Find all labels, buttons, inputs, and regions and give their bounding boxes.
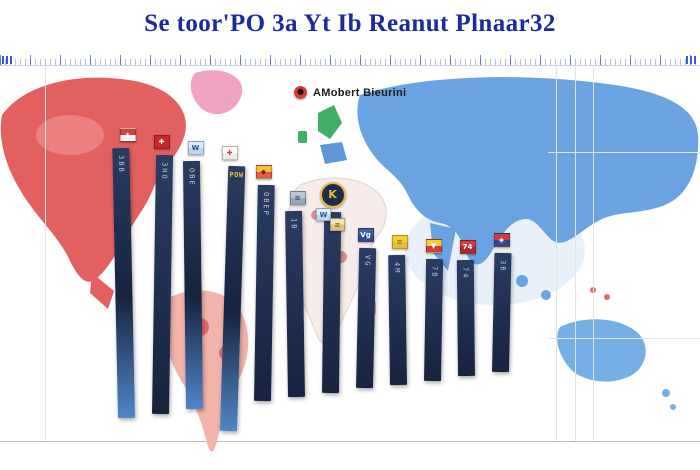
africa-patch [326, 301, 334, 309]
logo-icon [294, 86, 307, 99]
axis-ruler [0, 53, 700, 66]
se-asia-island [495, 260, 509, 274]
world-map [0, 70, 699, 452]
title-bar: Se toor'PO 3a Yt Ib Reanut Plnaar32 [0, 0, 700, 48]
se-asia-island [516, 275, 528, 287]
uk [298, 131, 307, 143]
gridline [593, 65, 594, 441]
continent-south-america [162, 290, 249, 452]
central-europe [320, 142, 347, 164]
new-zealand [662, 389, 670, 397]
gridline [575, 65, 576, 441]
scandinavia [318, 105, 342, 139]
sa-patch [191, 318, 209, 336]
japan [608, 177, 615, 199]
island-dot [604, 294, 610, 300]
gridline [548, 152, 700, 153]
mexico [90, 273, 114, 309]
legend: AMobert Bieurini [294, 86, 406, 99]
continent-asia [357, 77, 699, 265]
page-title: Se toor'PO 3a Yt Ib Reanut Plnaar32 [144, 10, 556, 37]
gridline [556, 65, 557, 441]
na-highlight [36, 115, 104, 155]
continent-australia [557, 319, 646, 382]
gridline [548, 338, 700, 339]
bottom-divider [0, 441, 700, 442]
se-asia-island [541, 290, 551, 300]
greenland [190, 70, 243, 115]
legend-label: AMobert Bieurini [313, 86, 407, 99]
africa-patch [311, 210, 321, 220]
continent-north-america [0, 77, 186, 282]
new-zealand [670, 404, 676, 410]
sa-patch [219, 346, 233, 360]
madagascar [370, 300, 376, 316]
gridline [45, 65, 46, 441]
africa-patch [335, 251, 347, 263]
india [430, 223, 456, 271]
